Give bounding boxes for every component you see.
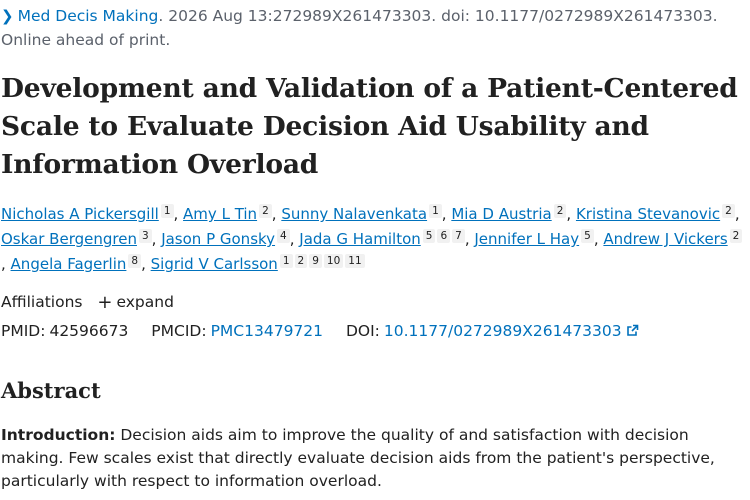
author-entry: Amy L Tin 2 — [183, 204, 272, 223]
author-entry: Andrew J Vickers 2 — [603, 229, 743, 248]
doi-label: DOI: — [345, 322, 380, 340]
chevron-right-icon[interactable]: ❯ — [1, 7, 14, 25]
plus-icon[interactable]: + — [97, 292, 113, 313]
author-link[interactable]: Andrew J Vickers — [603, 230, 728, 248]
author-link[interactable]: Jennifer L Hay — [474, 230, 580, 248]
abstract-heading: Abstract — [1, 378, 101, 403]
pmcid-label: PMCID: — [151, 322, 207, 340]
external-link-icon[interactable] — [626, 321, 639, 343]
affiliation-number[interactable]: 5 — [581, 229, 594, 243]
expand-affiliations-button[interactable]: expand — [116, 293, 174, 311]
affiliation-number[interactable]: 11 — [345, 254, 365, 268]
author-link[interactable]: Kristina Stevanovic — [575, 205, 721, 223]
author-link[interactable]: Nicholas A Pickersgill — [1, 205, 159, 223]
affiliation-number[interactable]: 2 — [294, 254, 308, 268]
author-entry: Oskar Bergengren 3 — [1, 229, 152, 248]
citation: ❯ Med Decis Making. 2026 Aug 13:272989X26… — [1, 4, 746, 52]
author-link[interactable]: Mia D Austria — [451, 205, 552, 223]
author-link[interactable]: Angela Fagerlin — [10, 255, 127, 273]
author-link[interactable]: Oskar Bergengren — [1, 230, 137, 248]
author-entry: Jennifer L Hay 5 — [474, 229, 594, 248]
author-link[interactable]: Amy L Tin — [183, 205, 258, 223]
author-entry: Kristina Stevanovic 2 — [575, 204, 735, 223]
affiliation-number[interactable]: 2 — [553, 204, 567, 218]
affiliation-number[interactable]: 5 — [422, 229, 436, 243]
author-entry: Sigrid V Carlsson 1 2 9 10 11 — [150, 254, 365, 273]
affiliation-number[interactable]: 2 — [729, 229, 743, 243]
affiliation-number[interactable]: 8 — [128, 254, 142, 268]
author-entry: Jada G Hamilton 5 6 7 — [299, 229, 465, 248]
citation-details: . 2026 Aug 13:272989X261473303. doi: 10.… — [158, 7, 718, 25]
author-entry: Nicholas A Pickersgill 1 — [1, 204, 174, 223]
affiliation-number[interactable]: 1 — [279, 254, 293, 268]
abstract-introduction: Introduction: Decision aids aim to impro… — [1, 424, 746, 493]
doi-link[interactable]: 10.1177/0272989X261473303 — [383, 322, 622, 340]
author-link[interactable]: Jada G Hamilton — [299, 230, 421, 248]
affiliation-number[interactable]: 9 — [309, 254, 322, 268]
author-link[interactable]: Sigrid V Carlsson — [150, 255, 278, 273]
author-entry: Jason P Gonsky 4 — [161, 229, 290, 248]
introduction-label: Introduction: — [1, 426, 116, 444]
article-title: Development and Validation of a Patient-… — [1, 73, 738, 180]
author-entry: Angela Fagerlin 8 — [10, 254, 142, 273]
identifiers-row: PMID: 42596673 PMCID: PMC13479721 DOI: 10.1… — [1, 320, 639, 343]
author-link[interactable]: Sunny Nalavenkata — [281, 205, 428, 223]
affiliation-number[interactable]: 4 — [277, 229, 290, 243]
pmcid-link[interactable]: PMC13479721 — [210, 322, 324, 340]
affiliation-number[interactable]: 1 — [160, 204, 174, 218]
affiliation-number[interactable]: 1 — [429, 204, 442, 218]
affiliation-number[interactable]: 7 — [452, 229, 465, 243]
journal-link[interactable]: Med Decis Making — [17, 7, 159, 25]
author-link[interactable]: Jason P Gonsky — [161, 230, 276, 248]
pmid-label: PMID: — [1, 322, 46, 340]
author-entry: Sunny Nalavenkata 1 — [281, 204, 442, 223]
affiliation-number[interactable]: 2 — [259, 204, 272, 218]
pmid-value: 42596673 — [49, 322, 129, 340]
affiliation-number[interactable]: 2 — [722, 204, 735, 218]
citation-status: Online ahead of print. — [1, 31, 171, 49]
author-entry: Mia D Austria 2 — [451, 204, 567, 223]
affiliation-number[interactable]: 6 — [437, 229, 451, 243]
affiliation-number[interactable]: 10 — [323, 254, 344, 268]
affiliations-row: Affiliations + expand — [1, 291, 174, 313]
authors-list: Nicholas A Pickersgill 1, Amy L Tin 2, Sun… — [1, 202, 746, 277]
introduction-text: Decision aids aim to improve the quality… — [1, 426, 715, 490]
affiliations-label: Affiliations — [1, 293, 83, 311]
affiliation-number[interactable]: 3 — [138, 229, 152, 243]
